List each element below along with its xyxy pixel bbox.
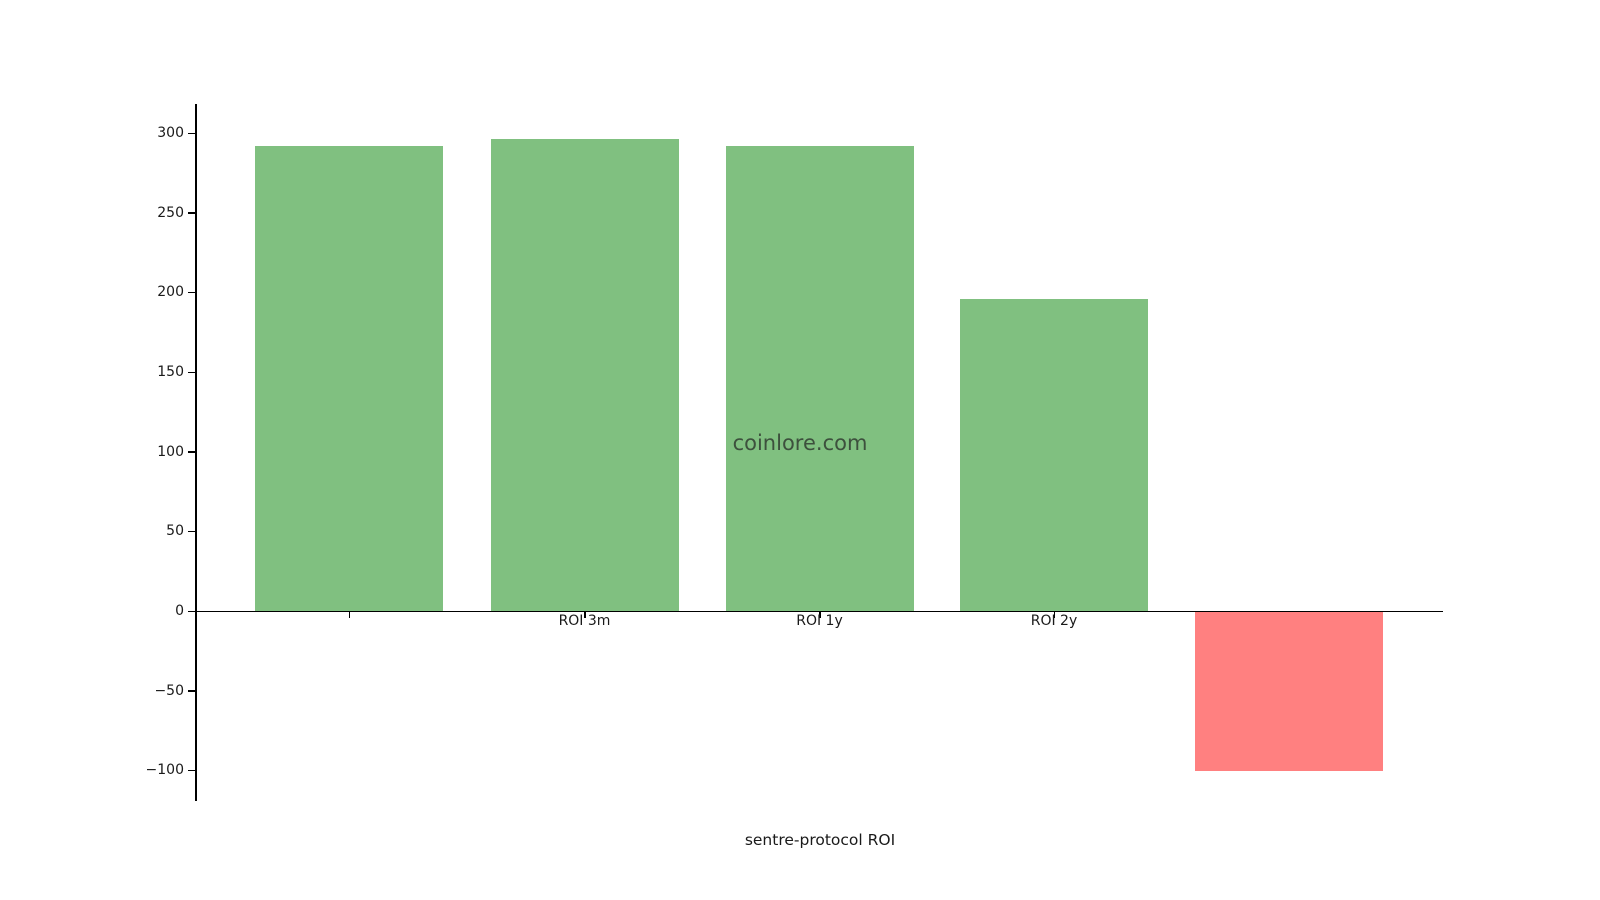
x-tick: [348, 612, 350, 618]
y-tick-label: −100: [145, 762, 184, 779]
y-tick-label: 0: [175, 603, 184, 619]
x-tick-label: ROI 2y: [1030, 613, 1078, 629]
bar-category-1: [255, 145, 443, 611]
y-tick: [188, 690, 195, 692]
y-tick-label: 50: [166, 523, 184, 540]
y-tick-label: −50: [154, 682, 184, 699]
y-tick: [188, 610, 195, 612]
x-tick: [584, 612, 586, 618]
x-axis-title: sentre-protocol ROI: [744, 831, 896, 849]
bar-roi-2y: [960, 298, 1148, 611]
y-tick: [188, 371, 195, 373]
x-tick-label: ROI 1y: [796, 613, 843, 629]
x-tick: [819, 612, 821, 618]
bar-roi-3m: [490, 139, 679, 611]
y-tick: [188, 530, 195, 533]
y-tick: [188, 132, 195, 134]
y-tick: [188, 451, 195, 453]
y-axis-line: [195, 104, 197, 801]
y-tick-label: 100: [157, 443, 184, 460]
x-tick: [1053, 612, 1055, 618]
y-tick-label: 150: [157, 364, 184, 380]
y-tick-label: 300: [157, 125, 184, 141]
bar-category-5: [1195, 612, 1383, 772]
watermark: coinlore.com: [732, 431, 868, 455]
x-tick-label: ROI 3m: [558, 613, 611, 629]
bar-roi-1y: [725, 145, 914, 611]
y-tick: [188, 291, 195, 294]
y-tick: [188, 769, 195, 772]
y-tick: [188, 212, 195, 214]
y-tick-label: 250: [157, 204, 184, 221]
y-tick-label: 200: [157, 284, 184, 301]
x-axis-line: [195, 610, 1443, 612]
